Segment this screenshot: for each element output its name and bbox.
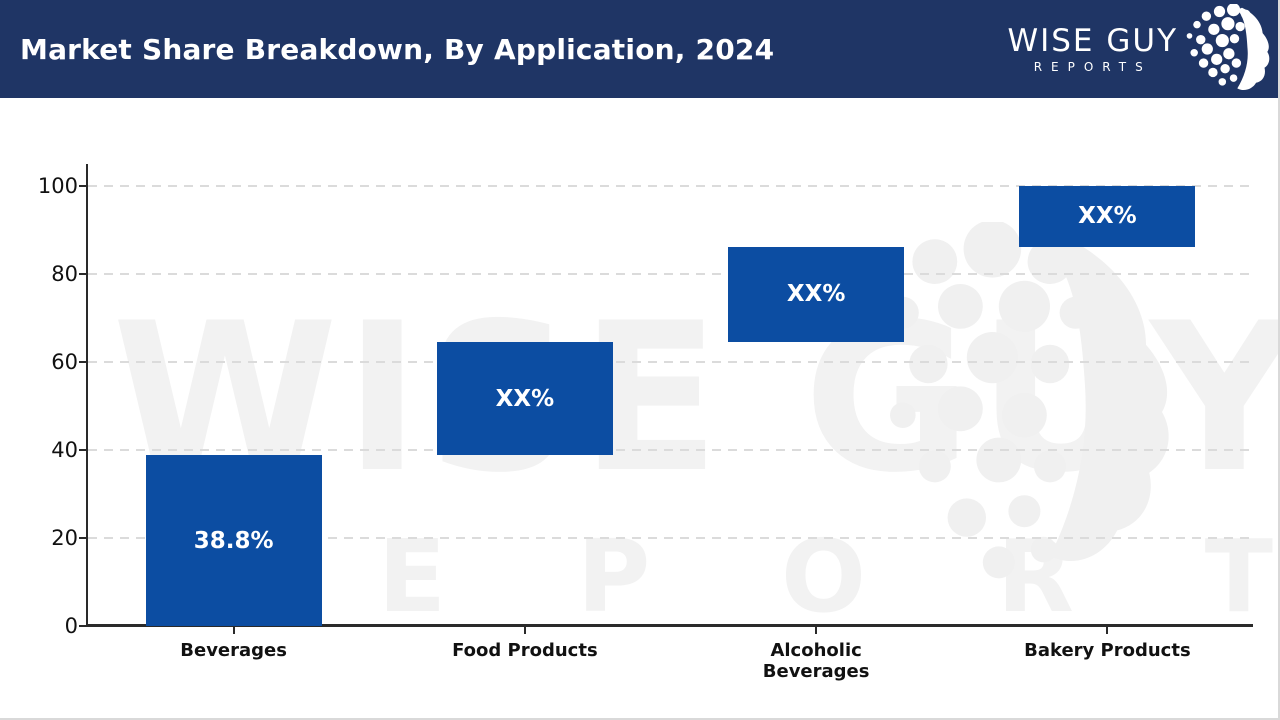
category-label-bakery-products: Bakery Products [1024, 640, 1191, 661]
bar-alcoholic-beverages: XX% [728, 246, 905, 342]
bar-food-products: XX% [436, 341, 613, 456]
x-tick-mark-2 [523, 627, 526, 634]
wiseguy-logo-name: WISE GUY [1007, 22, 1178, 59]
gridline-80 [88, 273, 1253, 275]
x-tick-mark-1 [232, 627, 235, 634]
bar-value-label: XX% [1078, 203, 1137, 230]
y-tick-mark-80 [79, 273, 86, 275]
x-tick-mark-4 [1106, 627, 1109, 634]
category-label-food-products: Food Products [452, 640, 598, 661]
wiseguy-logo: WISE GUY REPORTS [1007, 0, 1274, 98]
category-label-beverages: Beverages [180, 640, 287, 661]
y-tick-label-60: 60 [51, 350, 78, 374]
y-tick-label-20: 20 [51, 526, 78, 550]
y-tick-mark-0 [79, 625, 86, 627]
x-axis-line [86, 624, 1253, 627]
y-tick-mark-60 [79, 361, 86, 363]
y-tick-label-100: 100 [37, 174, 78, 198]
wiseguy-logo-reports-label: REPORTS [1033, 59, 1152, 74]
wiseguy-head-icon [1186, 4, 1270, 91]
wiseguy-logo-text: WISE GUY REPORTS [1007, 25, 1178, 74]
y-tick-mark-40 [79, 449, 86, 451]
y-tick-mark-100 [79, 185, 86, 187]
category-label-alcoholic-beverages: Alcoholic Beverages [762, 640, 870, 682]
x-tick-mark-3 [815, 627, 818, 634]
gridline-60 [88, 361, 1253, 363]
y-tick-label-40: 40 [51, 438, 78, 462]
y-tick-mark-20 [79, 537, 86, 539]
y-tick-label-0: 0 [64, 614, 78, 638]
watermark-head-icon [886, 222, 1169, 579]
gridline-20 [88, 537, 1253, 539]
bar-value-label: XX% [786, 281, 846, 308]
header-bar: Market Share Breakdown, By Application, … [0, 0, 1278, 98]
bar-value-label: XX% [495, 385, 555, 412]
gridline-100 [88, 185, 1253, 187]
y-axis-line [86, 164, 88, 627]
bar-bakery-products: XX% [1019, 186, 1196, 247]
gridline-40 [88, 449, 1253, 451]
page-title: Market Share Breakdown, By Application, … [20, 32, 775, 66]
bar-value-label: 38.8% [193, 527, 274, 554]
bar-beverages: 38.8% [145, 455, 322, 626]
y-tick-label-80: 80 [51, 262, 78, 286]
